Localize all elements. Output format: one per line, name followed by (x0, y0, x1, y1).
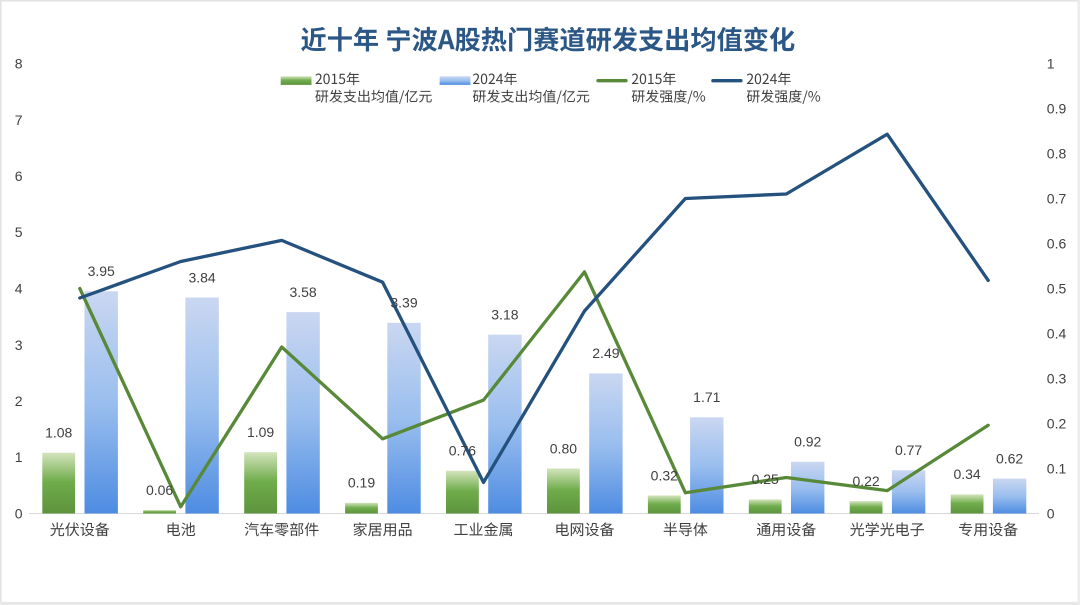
svg-text:0: 0 (1047, 506, 1055, 522)
svg-text:3.84: 3.84 (188, 269, 215, 285)
svg-text:0.1: 0.1 (1047, 461, 1067, 477)
svg-text:2.49: 2.49 (592, 345, 619, 361)
svg-text:0.34: 0.34 (953, 466, 980, 482)
svg-text:1.71: 1.71 (693, 389, 720, 405)
svg-text:0.8: 0.8 (1047, 146, 1067, 162)
svg-text:0.5: 0.5 (1047, 281, 1067, 297)
svg-text:3.39: 3.39 (390, 295, 417, 311)
svg-text:3: 3 (15, 337, 23, 353)
svg-text:3.18: 3.18 (491, 306, 518, 322)
svg-text:0.6: 0.6 (1047, 236, 1067, 252)
svg-text:0.77: 0.77 (895, 442, 922, 458)
svg-text:1: 1 (15, 449, 23, 465)
svg-text:2: 2 (15, 393, 23, 409)
svg-text:0: 0 (15, 506, 23, 522)
svg-text:6: 6 (15, 168, 23, 184)
svg-text:0.4: 0.4 (1047, 326, 1067, 342)
svg-text:0.22: 0.22 (852, 473, 879, 489)
svg-text:0.32: 0.32 (651, 467, 678, 483)
svg-text:3.95: 3.95 (88, 263, 115, 279)
svg-text:8: 8 (15, 56, 23, 72)
svg-text:3.58: 3.58 (289, 284, 316, 300)
svg-text:1.09: 1.09 (247, 424, 274, 440)
svg-text:1.08: 1.08 (45, 425, 72, 441)
svg-text:0.7: 0.7 (1047, 191, 1067, 207)
svg-text:0.25: 0.25 (752, 471, 779, 487)
svg-text:0.9: 0.9 (1047, 101, 1067, 117)
svg-text:0.3: 0.3 (1047, 371, 1067, 387)
svg-text:0.19: 0.19 (348, 475, 375, 491)
svg-text:5: 5 (15, 224, 23, 240)
svg-text:0.92: 0.92 (794, 434, 821, 450)
svg-text:0.06: 0.06 (146, 482, 173, 498)
svg-text:0.80: 0.80 (550, 440, 577, 456)
svg-text:1: 1 (1047, 56, 1055, 72)
svg-text:0.62: 0.62 (996, 450, 1023, 466)
svg-text:4: 4 (15, 281, 23, 297)
svg-text:0.76: 0.76 (449, 443, 476, 459)
svg-text:7: 7 (15, 112, 23, 128)
svg-text:0.2: 0.2 (1047, 416, 1067, 432)
